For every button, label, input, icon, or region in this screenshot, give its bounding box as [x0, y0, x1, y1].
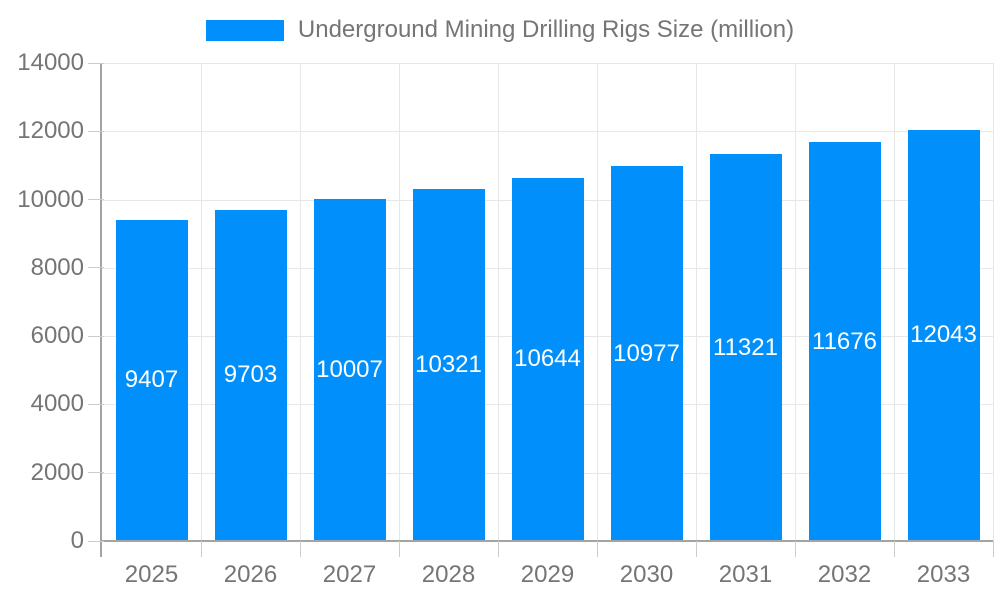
- bar[interactable]: 9703: [214, 209, 287, 541]
- bar[interactable]: 10644: [511, 177, 584, 541]
- x-axis-label: 2031: [718, 561, 773, 588]
- x-axis-label: 2032: [817, 561, 872, 588]
- bar-value-label: 9703: [223, 361, 278, 389]
- gridline-vertical: [497, 63, 499, 541]
- gridline-vertical: [893, 63, 895, 541]
- x-axis-label: 2028: [421, 561, 476, 588]
- x-axis-tick: [596, 541, 598, 557]
- y-axis-label: 2000: [30, 458, 84, 486]
- gridline-vertical: [794, 63, 796, 541]
- y-axis-label: 10000: [17, 185, 84, 213]
- gridline-horizontal: [102, 131, 993, 133]
- x-axis-label: 2027: [322, 561, 377, 588]
- x-axis-label: 2033: [916, 561, 971, 588]
- x-axis-tick: [497, 541, 499, 557]
- x-axis-tick: [893, 541, 895, 557]
- plot-area: 9407 9703 10007 10321 10644 10977 11321 11676 12…: [102, 63, 994, 541]
- bar[interactable]: 12043: [907, 129, 980, 541]
- bar-value-label: 10321: [415, 350, 482, 378]
- gridline-vertical: [992, 63, 994, 541]
- y-axis-label: 0: [70, 527, 84, 554]
- legend-swatch-icon: [205, 19, 284, 41]
- gridline-vertical: [299, 63, 301, 541]
- bar-value-label: 10007: [316, 356, 383, 384]
- bar[interactable]: 11676: [808, 142, 881, 541]
- bar-value-label: 10977: [613, 339, 680, 367]
- bar-value-label: 9407: [124, 366, 179, 394]
- x-axis-label: 2030: [619, 561, 674, 588]
- x-axis-tick: [200, 541, 202, 557]
- y-axis-label: 6000: [30, 322, 84, 350]
- x-axis-tick: [695, 541, 697, 557]
- y-axis-label: 8000: [30, 253, 84, 281]
- x-axis-tick: [299, 541, 301, 557]
- bar[interactable]: 9407: [115, 219, 188, 541]
- bar[interactable]: 10007: [313, 199, 386, 541]
- gridline-vertical: [200, 63, 202, 541]
- x-axis-label: 2025: [124, 561, 179, 588]
- legend-label: Underground Mining Drilling Rigs Size (m…: [297, 16, 795, 43]
- gridline-vertical: [596, 63, 598, 541]
- legend-item[interactable]: Underground Mining Drilling Rigs Size (m…: [0, 16, 1000, 44]
- bar-value-label: 11676: [812, 327, 877, 355]
- bar[interactable]: 10977: [610, 166, 683, 541]
- bar-value-label: 12043: [910, 321, 977, 349]
- x-axis-tick: [794, 541, 796, 557]
- x-axis-tick: [398, 541, 400, 557]
- bar-value-label: 10644: [514, 345, 581, 373]
- y-axis-label: 12000: [17, 117, 84, 145]
- x-axis-label: 2029: [520, 561, 575, 588]
- gridline-vertical: [695, 63, 697, 541]
- bar[interactable]: 11321: [709, 154, 782, 541]
- y-axis-label: 4000: [30, 390, 84, 418]
- gridline-horizontal: [102, 63, 993, 64]
- x-axis-tick: [992, 541, 994, 557]
- y-axis-label: 14000: [17, 49, 84, 76]
- bar[interactable]: 10321: [412, 188, 485, 541]
- bar-value-label: 11321: [713, 333, 778, 361]
- gridline-vertical: [398, 63, 400, 541]
- x-axis-label: 2026: [223, 561, 278, 588]
